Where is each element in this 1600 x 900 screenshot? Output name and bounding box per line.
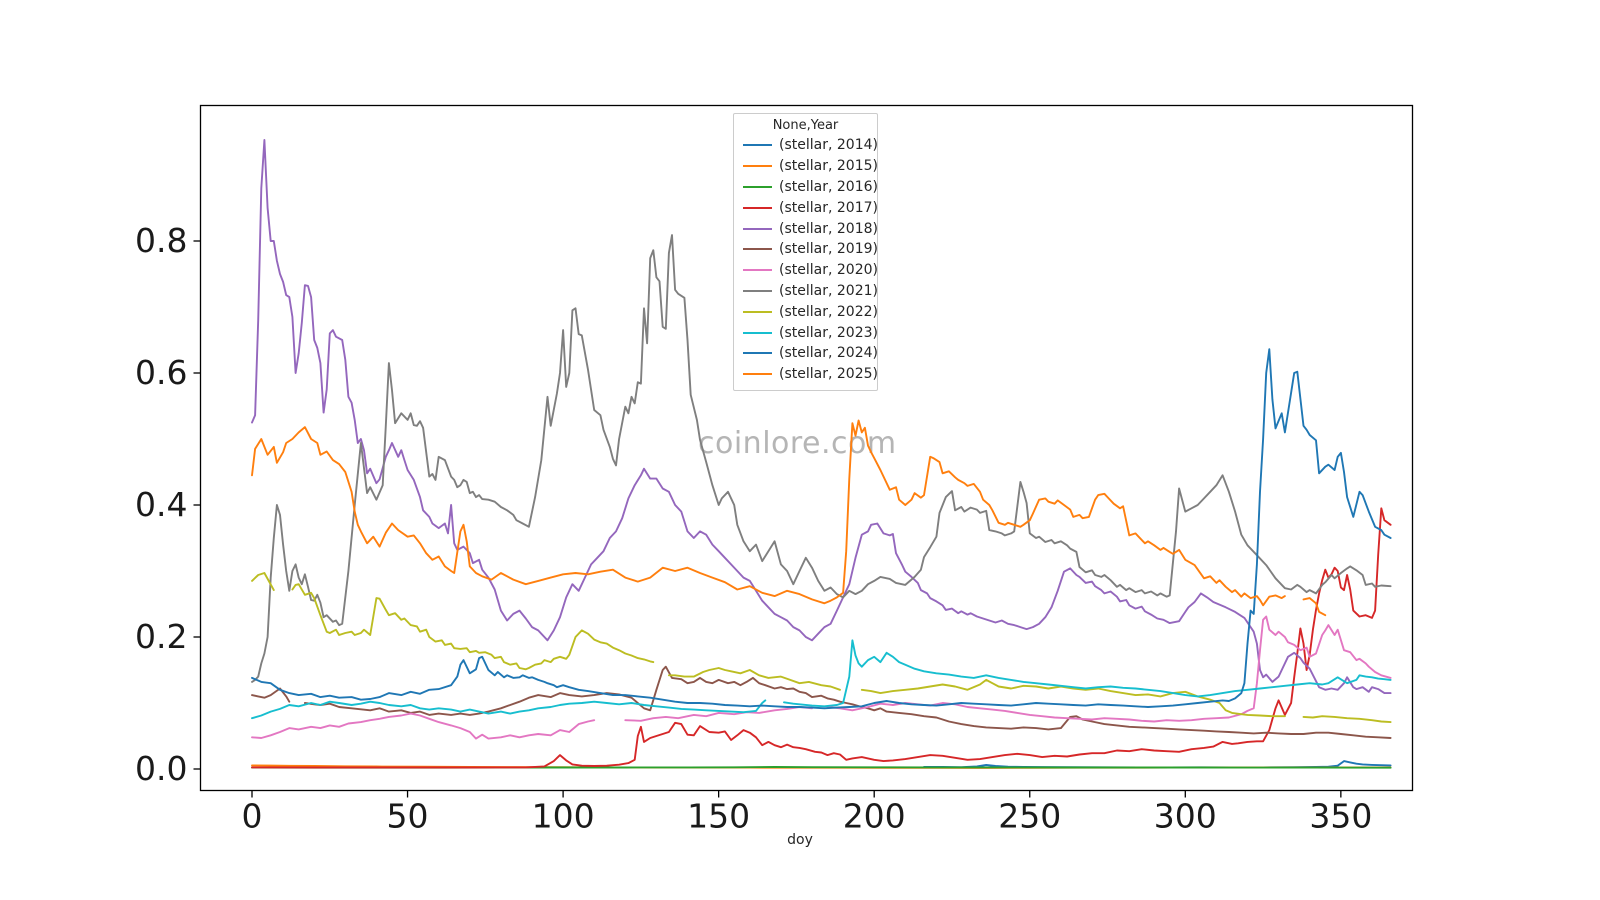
legend-label: (stellar, 2016) <box>779 178 878 195</box>
series-line-2020 <box>251 712 596 740</box>
legend-item-2014: (stellar, 2014) <box>734 135 878 156</box>
y-tick-label: 0.4 <box>135 485 187 524</box>
legend-item-2019: (stellar, 2019) <box>734 239 878 260</box>
legend-label: (stellar, 2022) <box>779 303 878 320</box>
x-tick-label: 100 <box>532 797 595 836</box>
legend-label: (stellar, 2015) <box>779 158 878 175</box>
x-tick-label: 350 <box>1309 797 1372 836</box>
y-tick-label: 0.0 <box>135 749 187 788</box>
series-line-2022 <box>667 667 841 691</box>
series-line-2021 <box>251 234 1392 683</box>
legend-line-icon <box>743 227 772 230</box>
legend-label: (stellar, 2019) <box>779 241 878 258</box>
series-line-2022 <box>860 678 1286 718</box>
series-line-2022 <box>1302 715 1392 724</box>
series-line-2018 <box>251 139 1392 695</box>
legend-line-icon <box>743 310 772 313</box>
x-tick-label: 250 <box>998 797 1061 836</box>
legend-label: (stellar, 2024) <box>779 345 878 362</box>
legend-line-icon <box>743 373 772 376</box>
series-line-2025 <box>1302 597 1327 617</box>
x-tick-label: 300 <box>1154 797 1217 836</box>
series-line-2022 <box>291 583 655 671</box>
x-tick-label: 150 <box>687 797 750 836</box>
legend-item-2016: (stellar, 2016) <box>734 177 878 198</box>
legend-item-2024: (stellar, 2024) <box>734 343 878 364</box>
legend-item-2017: (stellar, 2017) <box>734 197 878 218</box>
series-line-2025 <box>251 419 1286 607</box>
legend-item-2022: (stellar, 2022) <box>734 301 878 322</box>
legend-line-icon <box>743 269 772 272</box>
y-tick-label: 0.6 <box>135 353 187 392</box>
legend-line-icon <box>743 206 772 209</box>
series-line-2020 <box>826 615 1392 723</box>
legend-item-2018: (stellar, 2018) <box>734 218 878 239</box>
series-line-2020 <box>624 706 813 722</box>
series-line-2023 <box>783 639 1392 708</box>
legend-label: (stellar, 2014) <box>779 137 878 154</box>
x-tick-label: 200 <box>843 797 906 836</box>
x-axis-label: doy <box>787 832 813 848</box>
y-tick-label: 0.8 <box>135 221 187 260</box>
legend-item-2020: (stellar, 2020) <box>734 260 878 281</box>
series-line-2019 <box>303 665 1392 739</box>
legend: None,Year (stellar, 2014) (stellar, 2015)… <box>733 113 878 391</box>
series-line-2024 <box>251 348 1392 710</box>
legend-line-icon <box>743 165 772 168</box>
legend-label: (stellar, 2021) <box>779 282 878 299</box>
y-tick-label: 0.2 <box>135 617 187 656</box>
series-line-2019 <box>251 687 291 703</box>
series-line-2023 <box>251 699 767 720</box>
legend-item-2025: (stellar, 2025) <box>734 364 878 385</box>
legend-label: (stellar, 2025) <box>779 366 878 383</box>
legend-title: None,Year <box>772 118 839 133</box>
legend-item-2023: (stellar, 2023) <box>734 322 878 343</box>
legend-label: (stellar, 2017) <box>779 199 878 216</box>
legend-label: (stellar, 2020) <box>779 262 878 279</box>
legend-line-icon <box>743 248 772 251</box>
legend-line-icon <box>743 352 772 355</box>
x-tick-label: 0 <box>242 797 263 836</box>
legend-line-icon <box>743 331 772 334</box>
legend-line-icon <box>743 289 772 292</box>
legend-line-icon <box>743 144 772 147</box>
series-line-2022 <box>251 572 275 592</box>
legend-item-2021: (stellar, 2021) <box>734 281 878 302</box>
legend-item-2015: (stellar, 2015) <box>734 156 878 177</box>
legend-items: (stellar, 2014) (stellar, 2015) (stellar, … <box>734 135 878 385</box>
series-line-2017 <box>251 507 1392 769</box>
x-tick-label: 50 <box>387 797 429 836</box>
legend-label: (stellar, 2018) <box>779 220 878 237</box>
plot-frame <box>199 104 1414 792</box>
legend-line-icon <box>743 185 772 188</box>
legend-label: (stellar, 2023) <box>779 324 878 341</box>
